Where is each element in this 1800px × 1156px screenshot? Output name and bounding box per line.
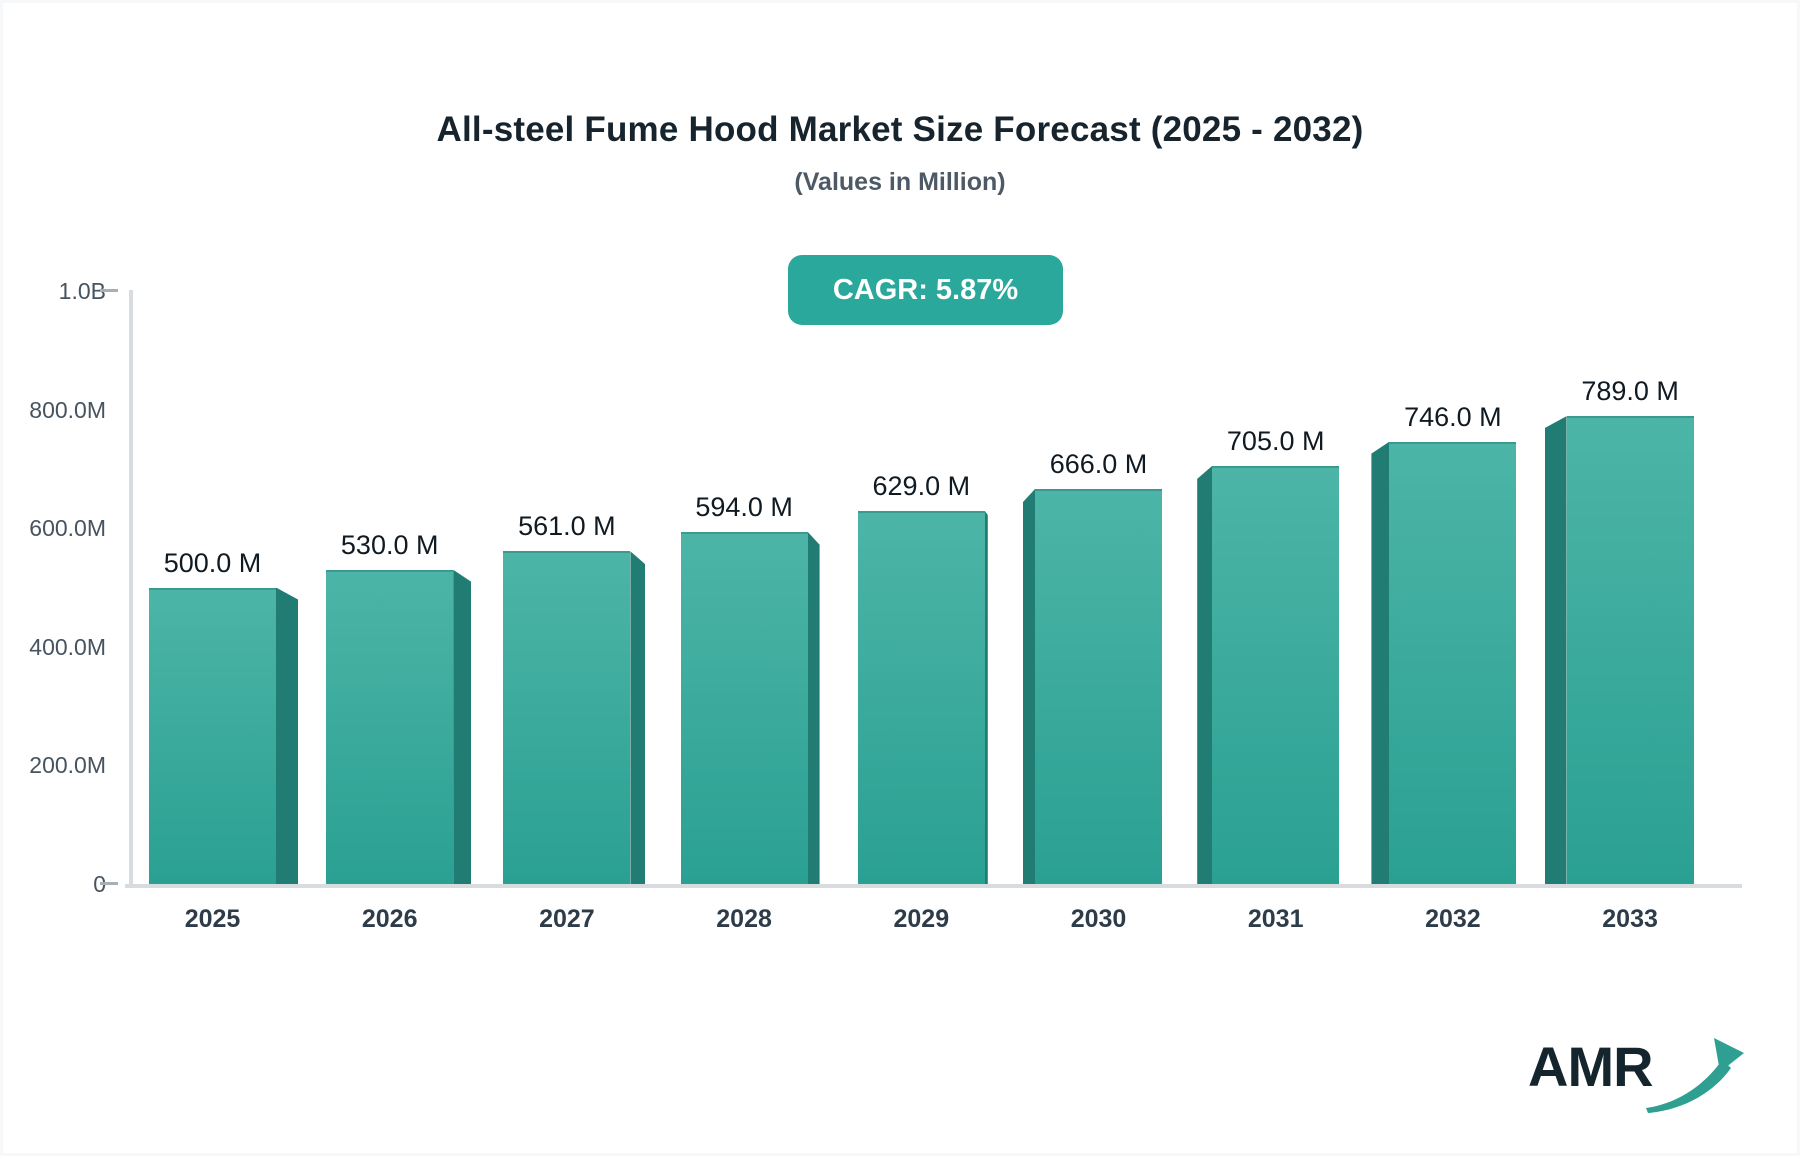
bar-2025[interactable]	[149, 587, 276, 884]
bar-side-face	[1544, 416, 1567, 884]
x-axis-label: 2033	[1602, 905, 1658, 933]
bar-2029[interactable]	[857, 511, 985, 884]
bar-value-label: 746.0 M	[1404, 401, 1502, 432]
bar-side-face	[1371, 441, 1390, 884]
bar-side-face	[807, 531, 820, 884]
bar-side-face	[1197, 465, 1213, 884]
x-axis-label: 2031	[1247, 905, 1304, 933]
bar-2032[interactable]	[1389, 441, 1517, 884]
chart-subtitle: (Values in Million)	[794, 168, 1006, 196]
bar-2027[interactable]	[503, 551, 631, 884]
bar-side-face	[276, 587, 298, 884]
bar-2026[interactable]	[326, 569, 454, 884]
cagr-badge-label: CAGR: 5.87%	[832, 273, 1019, 306]
y-axis-label: 400.0M	[29, 633, 106, 660]
bar-value-label: 500.0 M	[163, 547, 262, 578]
x-axis-label: 2026	[361, 905, 418, 933]
y-axis-label: 800.0M	[29, 396, 106, 423]
y-axis-label: 1.0B	[58, 278, 106, 304]
chart-title: All-steel Fume Hood Market Size Forecast…	[436, 110, 1364, 149]
bar-2033[interactable]	[1566, 416, 1694, 884]
y-axis-tick-dash	[100, 882, 118, 885]
bar-side-face	[453, 569, 472, 884]
x-axis-label: 2028	[716, 905, 772, 933]
bar-value-label: 666.0 M	[1049, 449, 1148, 480]
cagr-badge: CAGR: 5.87%	[788, 255, 1063, 325]
y-axis-tick-dash	[100, 289, 118, 292]
y-axis-label: 600.0M	[29, 515, 106, 542]
x-axis-label: 2025	[184, 905, 241, 933]
bar-value-label: 594.0 M	[695, 491, 793, 522]
bar-2031[interactable]	[1212, 465, 1340, 884]
bar-value-label: 561.0 M	[518, 511, 616, 542]
bar-2028[interactable]	[680, 531, 808, 884]
bar-2030[interactable]	[1035, 489, 1162, 884]
bar-value-label: 705.0 M	[1226, 425, 1325, 456]
x-axis-label: 2030	[1070, 905, 1127, 933]
bar-value-label: 530.0 M	[340, 529, 439, 560]
x-axis-label: 2032	[1425, 905, 1481, 933]
y-axis-label: 0	[0, 869, 106, 899]
growth-arrow-icon	[1646, 1038, 1744, 1113]
x-axis-label: 2027	[539, 905, 595, 933]
bar-value-label: 629.0 M	[872, 471, 971, 501]
y-axis-label: 200.0M	[29, 752, 106, 779]
amr-logo: AMR	[1528, 1035, 1744, 1120]
x-axis-label: 2029	[893, 905, 950, 933]
bar-side-face	[1023, 489, 1035, 884]
y-axis-line	[129, 290, 133, 886]
amr-logo-text: AMR	[1528, 1035, 1654, 1098]
bar-side-face	[630, 551, 646, 884]
bar-side-face	[984, 511, 988, 884]
x-axis-line	[125, 884, 1742, 888]
bar-value-label: 789.0 M	[1581, 376, 1679, 407]
